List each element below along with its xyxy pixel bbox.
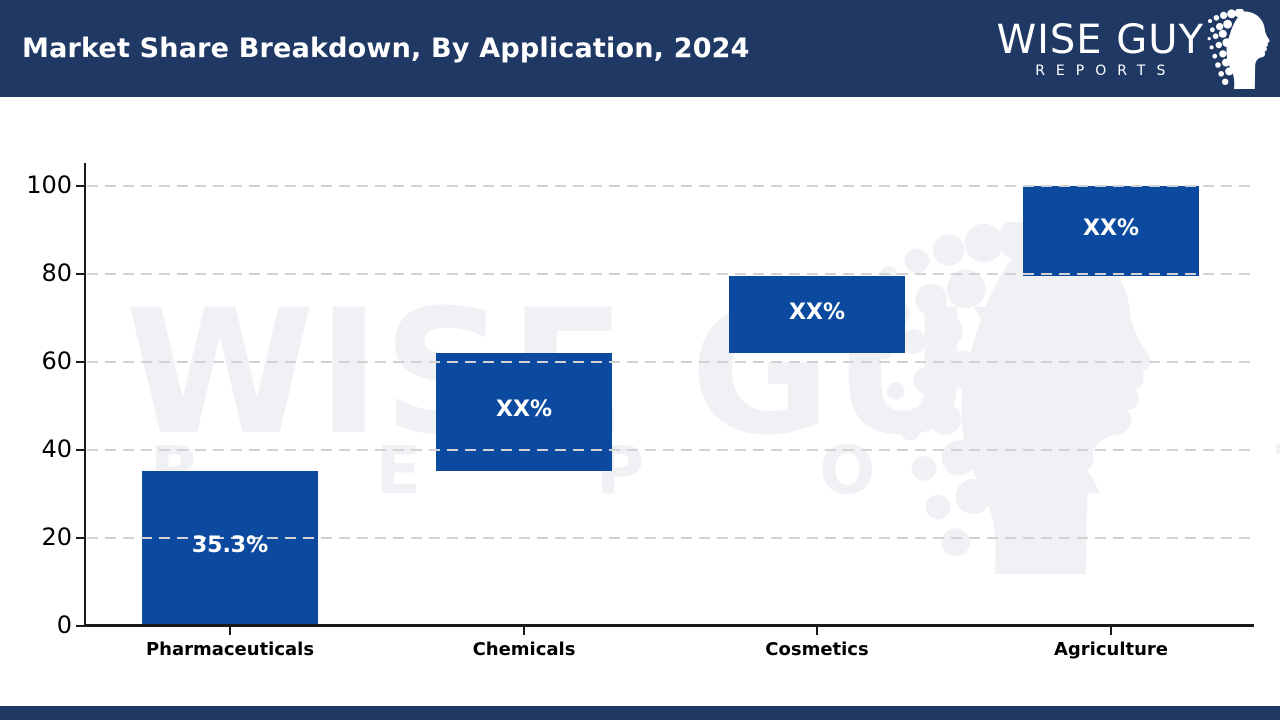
x-category-label-pharmaceuticals: Pharmaceuticals [145, 639, 315, 660]
logo-face-icon [1207, 9, 1270, 89]
grid-line-20 [87, 537, 1253, 539]
y-tick-mark-20 [76, 537, 85, 539]
bar-value-label: XX% [789, 299, 845, 325]
y-tick-mark-40 [76, 449, 85, 451]
y-tick-mark-60 [76, 361, 85, 363]
logo-wordmark: WISE GUY [996, 17, 1204, 63]
y-tick-mark-0 [76, 625, 85, 627]
y-tick-label-20: 20 [41, 523, 72, 551]
y-tick-label-100: 100 [26, 171, 72, 199]
grid-line-80 [87, 273, 1253, 275]
bar-chemicals [436, 353, 612, 471]
y-axis-line [84, 163, 86, 627]
y-tick-label-80: 80 [41, 259, 72, 287]
x-axis-line [84, 624, 1254, 627]
bar-pharmaceuticals [142, 470, 318, 626]
bar-value-label: 35.3% [191, 533, 269, 559]
x-tick-mark [229, 627, 231, 635]
page-title: Market Share Breakdown, By Application, … [22, 33, 750, 64]
footer-bar [0, 706, 1280, 720]
logo-text: WISE GUY REPORTS [997, 20, 1204, 78]
x-category-label-agriculture: Agriculture [1053, 639, 1169, 660]
header-bar: Market Share Breakdown, By Application, … [0, 0, 1280, 97]
y-tick-label-60: 60 [41, 347, 72, 375]
wise-guy-reports-logo: WISE GUY REPORTS [997, 6, 1270, 92]
y-tick-mark-100 [76, 185, 85, 187]
logo-subtitle: REPORTS [1035, 63, 1177, 79]
y-tick-label-40: 40 [41, 435, 72, 463]
grid-line-100 [87, 185, 1253, 187]
y-tick-label-0: 0 [56, 611, 72, 639]
x-tick-mark [1110, 627, 1112, 635]
grid-line-60 [87, 361, 1253, 363]
x-category-label-cosmetics: Cosmetics [765, 639, 869, 660]
bar-value-label: XX% [496, 396, 552, 422]
bar-value-label: XX% [1083, 216, 1139, 242]
x-category-label-chemicals: Chemicals [472, 639, 576, 660]
x-tick-mark [523, 627, 525, 635]
y-tick-mark-80 [76, 273, 85, 275]
x-tick-mark [816, 627, 818, 635]
bar-cosmetics [729, 276, 905, 354]
grid-line-40 [87, 449, 1253, 451]
